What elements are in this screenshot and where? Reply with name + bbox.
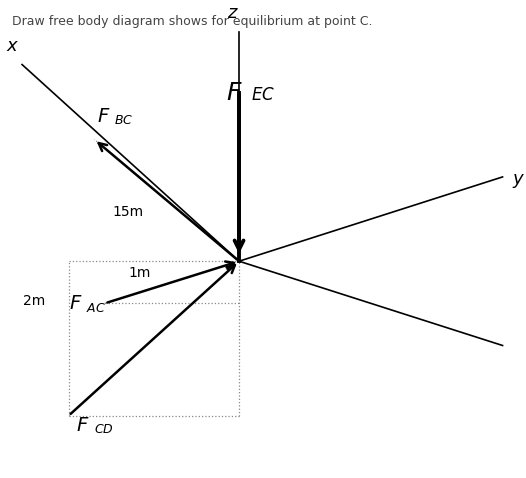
Text: 15m: 15m bbox=[113, 205, 144, 219]
Text: $\mathit{CD}$: $\mathit{CD}$ bbox=[94, 424, 114, 436]
Text: x: x bbox=[6, 37, 17, 55]
Text: $\mathit{AC}$: $\mathit{AC}$ bbox=[86, 302, 106, 315]
Text: 1m: 1m bbox=[128, 266, 150, 280]
Text: $\mathit{BC}$: $\mathit{BC}$ bbox=[114, 114, 133, 127]
Text: $\mathit{EC}$: $\mathit{EC}$ bbox=[251, 86, 275, 104]
Text: $\mathit{F}$: $\mathit{F}$ bbox=[226, 81, 243, 105]
Text: $\mathit{F}$: $\mathit{F}$ bbox=[97, 107, 110, 126]
Text: 2m: 2m bbox=[23, 294, 45, 308]
Text: y: y bbox=[513, 170, 523, 188]
Text: $\mathit{F}$: $\mathit{F}$ bbox=[68, 294, 82, 313]
Text: Draw free body diagram shows for equilibrium at point C.: Draw free body diagram shows for equilib… bbox=[12, 15, 372, 28]
Text: z: z bbox=[227, 4, 237, 22]
Text: $\mathit{F}$: $\mathit{F}$ bbox=[76, 415, 90, 435]
